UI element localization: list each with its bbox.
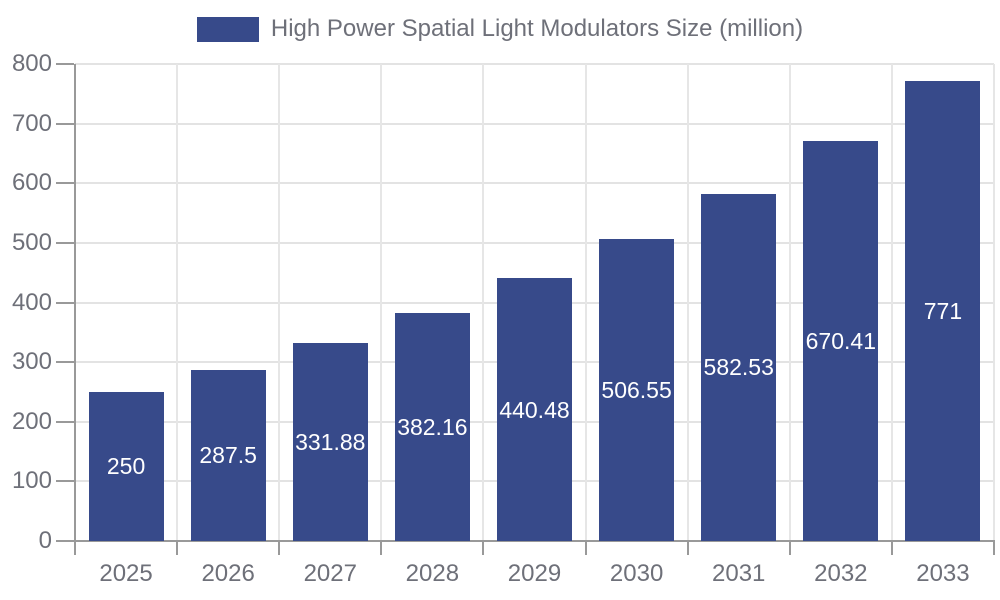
x-axis-line — [74, 540, 995, 542]
y-axis-tick — [56, 241, 74, 244]
gridline-vertical — [482, 64, 485, 541]
y-axis-label: 400 — [11, 288, 52, 316]
y-axis-label: 700 — [11, 109, 52, 137]
gridline-vertical — [788, 64, 791, 541]
y-axis-tick — [56, 301, 74, 304]
y-axis-tick — [56, 361, 74, 364]
y-axis-label: 300 — [11, 348, 52, 376]
x-axis-label: 2031 — [712, 560, 766, 587]
bar-value-label: 382.16 — [397, 414, 468, 441]
gridline-vertical — [686, 64, 689, 541]
y-axis-label: 600 — [11, 169, 52, 197]
x-axis-label: 2025 — [99, 560, 153, 587]
x-axis-tick — [482, 541, 485, 555]
bar-value-label: 506.55 — [601, 376, 672, 403]
gridline-vertical — [278, 64, 281, 541]
legend-label: High Power Spatial Light Modulators Size… — [270, 15, 804, 42]
x-axis-tick — [74, 541, 76, 555]
y-axis-tick — [56, 540, 74, 542]
gridline-horizontal — [75, 182, 994, 185]
x-axis-tick — [278, 541, 281, 555]
y-axis-tick — [56, 122, 74, 125]
gridline-horizontal — [75, 122, 994, 125]
x-axis-tick — [890, 541, 893, 555]
bar[interactable] — [905, 81, 981, 541]
y-axis-label: 100 — [11, 467, 52, 495]
x-axis-label: 2033 — [916, 560, 970, 587]
x-axis-tick — [993, 541, 995, 555]
bar[interactable] — [599, 238, 675, 541]
bar[interactable] — [190, 369, 266, 541]
bar-value-label: 440.48 — [499, 396, 570, 423]
x-axis-label: 2026 — [201, 560, 255, 587]
gridline-vertical — [380, 64, 383, 541]
x-axis-label: 2032 — [814, 560, 868, 587]
bar-value-label: 582.53 — [703, 354, 774, 381]
bar-value-label: 287.5 — [199, 442, 257, 469]
y-axis-label: 200 — [11, 407, 52, 435]
gridline-horizontal — [75, 241, 994, 244]
y-axis-label: 500 — [11, 228, 52, 256]
y-axis-tick — [56, 420, 74, 423]
gridline-vertical — [993, 64, 995, 541]
x-axis-tick — [788, 541, 791, 555]
bar[interactable] — [701, 193, 777, 541]
x-axis-tick — [176, 541, 179, 555]
x-axis-label: 2027 — [303, 560, 357, 587]
gridline-horizontal — [75, 63, 994, 65]
x-axis-label: 2028 — [405, 560, 460, 587]
x-axis-tick — [380, 541, 383, 555]
y-axis-tick — [56, 182, 74, 185]
gridline-vertical — [176, 64, 179, 541]
y-axis-label: 0 — [38, 527, 52, 554]
bar-value-label: 670.41 — [805, 328, 876, 355]
x-axis-tick — [686, 541, 689, 555]
x-axis-label: 2030 — [609, 560, 664, 587]
x-axis-label: 2029 — [507, 560, 562, 587]
legend[interactable]: High Power Spatial Light Modulators Size… — [0, 15, 1000, 43]
bar-value-label: 771 — [923, 298, 963, 325]
y-axis-tick — [56, 480, 74, 483]
gridline-vertical — [584, 64, 587, 541]
bar[interactable] — [803, 141, 879, 541]
legend-swatch-icon — [196, 16, 259, 42]
bar[interactable] — [88, 391, 164, 541]
bar[interactable] — [394, 313, 470, 541]
y-axis-label: 800 — [11, 50, 52, 77]
y-axis-tick — [56, 63, 74, 65]
gridline-vertical — [890, 64, 893, 541]
bar[interactable] — [292, 343, 368, 541]
bar-value-label: 250 — [106, 453, 146, 480]
bar-value-label: 331.88 — [295, 429, 366, 456]
x-axis-tick — [584, 541, 587, 555]
y-axis-line — [74, 64, 76, 543]
bar[interactable] — [497, 278, 572, 541]
